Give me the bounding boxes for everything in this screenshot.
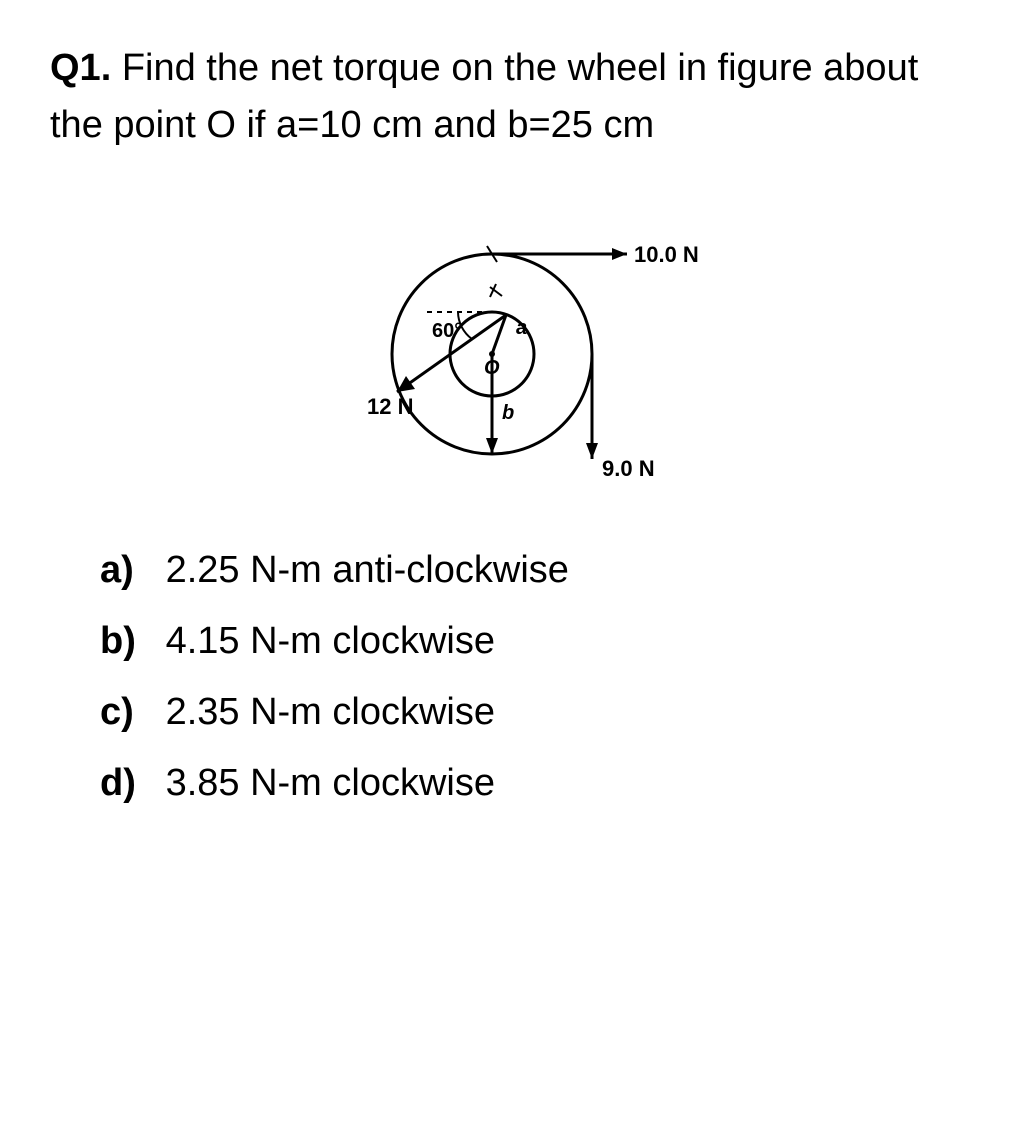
question-block: Q1. Find the net torque on the wheel in …	[50, 40, 974, 154]
option-d: d) 3.85 N-m clockwise	[100, 762, 974, 805]
option-b: b) 4.15 N-m clockwise	[100, 620, 974, 663]
option-a-label: a)	[100, 549, 155, 592]
force-left-label: 12 N	[367, 394, 413, 419]
option-d-text: 3.85 N-m clockwise	[166, 762, 495, 804]
label-a: a	[516, 317, 527, 339]
question-label: Q1.	[50, 47, 111, 89]
option-c-label: c)	[100, 691, 155, 734]
option-b-text: 4.15 N-m clockwise	[166, 620, 495, 662]
force-right-label: 9.0 N	[602, 456, 655, 481]
label-b: b	[502, 402, 514, 424]
label-center: O	[484, 357, 500, 379]
torque-diagram: a b O 10.0 N 9.0 N 12 N 60°	[50, 184, 974, 509]
option-b-label: b)	[100, 620, 155, 663]
option-a: a) 2.25 N-m anti-clockwise	[100, 549, 974, 592]
force-top-label: 10.0 N	[634, 242, 699, 267]
angle-label: 60°	[432, 320, 462, 342]
question-text: Find the net torque on the wheel in figu…	[50, 47, 918, 146]
option-c: c) 2.35 N-m clockwise	[100, 691, 974, 734]
option-c-text: 2.35 N-m clockwise	[166, 691, 495, 733]
option-d-label: d)	[100, 762, 155, 805]
options-list: a) 2.25 N-m anti-clockwise b) 4.15 N-m c…	[50, 549, 974, 805]
option-a-text: 2.25 N-m anti-clockwise	[166, 549, 569, 591]
